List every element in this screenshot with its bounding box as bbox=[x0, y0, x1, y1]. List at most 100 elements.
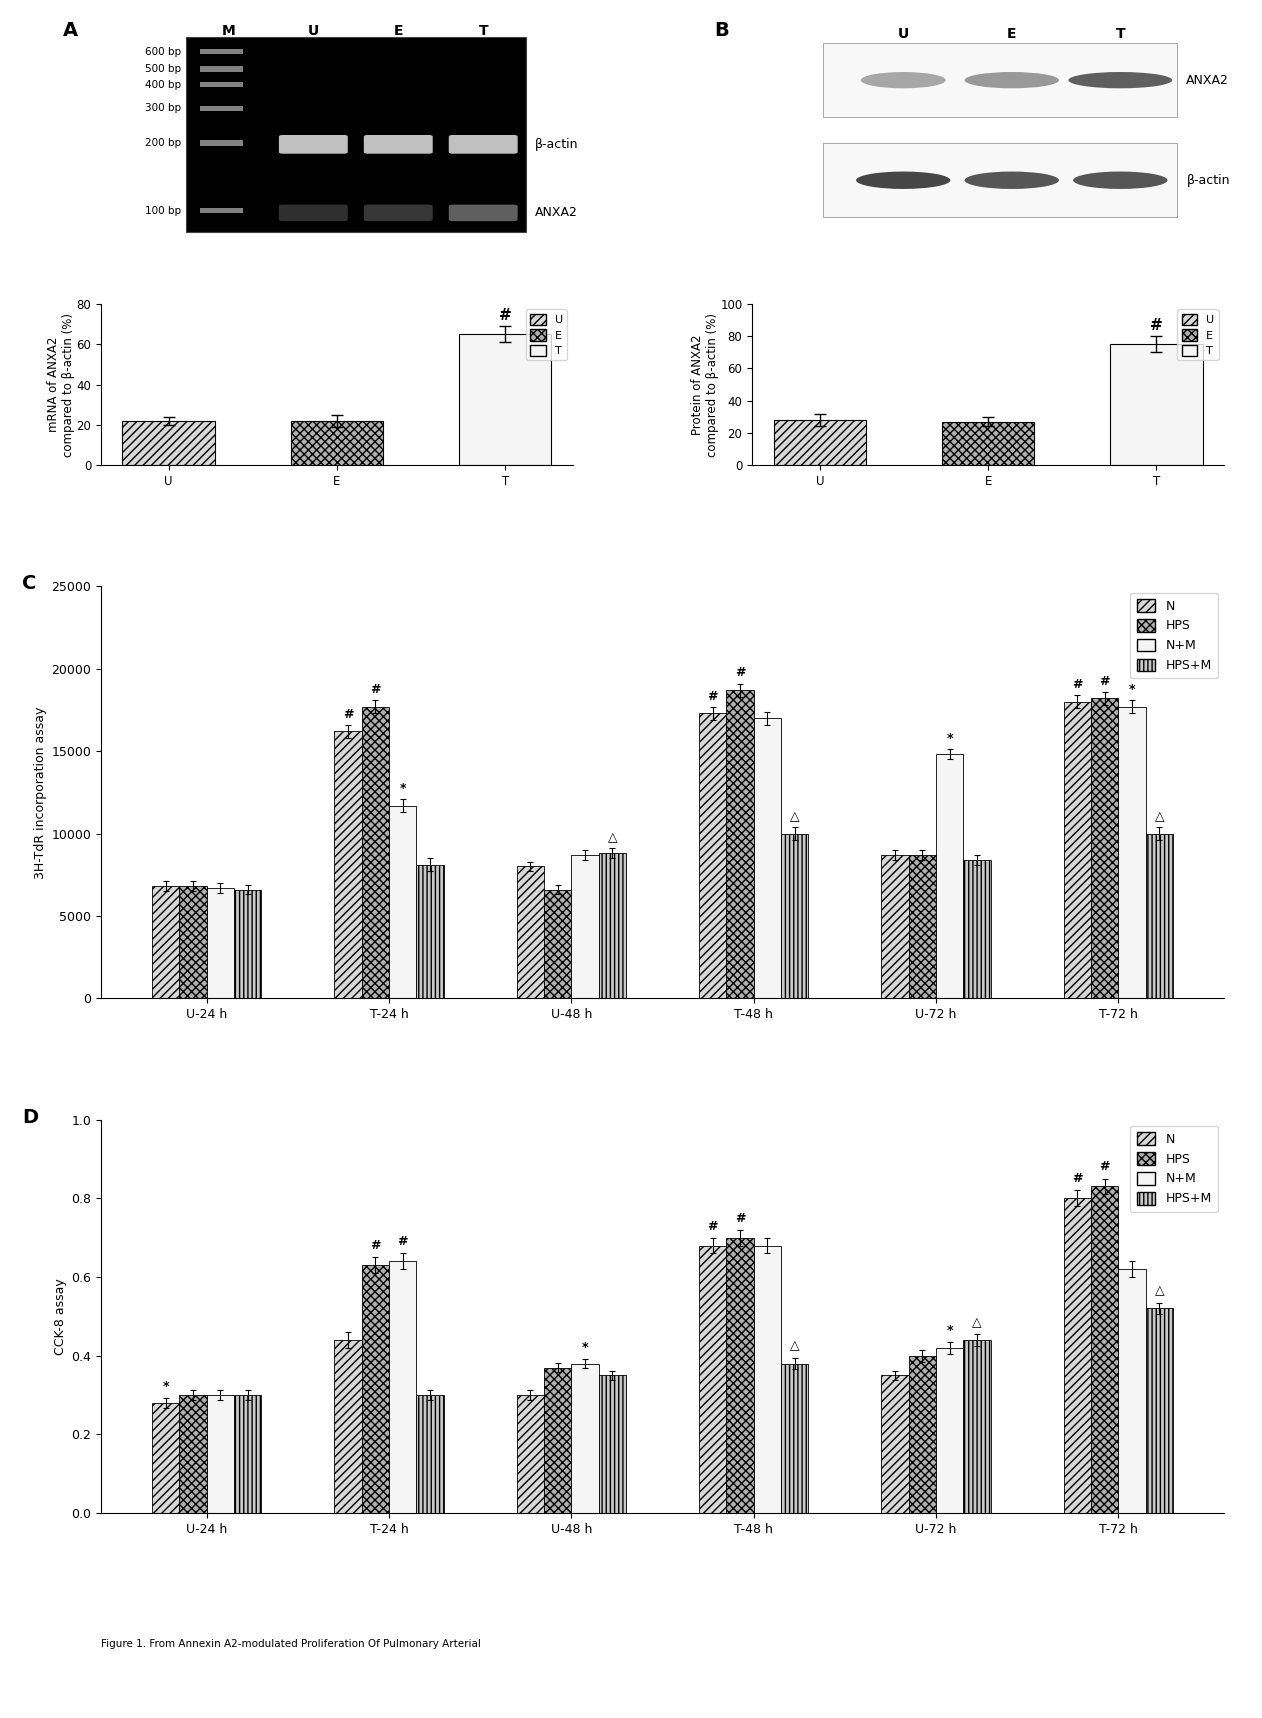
Text: ANXA2: ANXA2 bbox=[535, 206, 578, 220]
Text: #: # bbox=[343, 708, 353, 720]
Ellipse shape bbox=[964, 172, 1059, 189]
Legend: U, E, T: U, E, T bbox=[526, 309, 568, 361]
Text: #: # bbox=[398, 1235, 408, 1249]
Bar bbox=[389, 806, 416, 998]
Bar bbox=[207, 1395, 233, 1514]
Text: △: △ bbox=[1155, 809, 1165, 823]
FancyBboxPatch shape bbox=[279, 204, 348, 222]
Bar bbox=[881, 856, 909, 998]
Bar bbox=[362, 1264, 389, 1514]
Bar bbox=[201, 50, 242, 55]
Ellipse shape bbox=[861, 72, 945, 88]
Bar bbox=[233, 1395, 261, 1514]
Bar bbox=[179, 1395, 207, 1514]
Text: 500 bp: 500 bp bbox=[145, 64, 182, 74]
Text: 600 bp: 600 bp bbox=[145, 46, 182, 57]
Bar bbox=[572, 856, 598, 998]
Bar bbox=[1092, 699, 1118, 998]
Ellipse shape bbox=[1069, 72, 1172, 88]
Text: C: C bbox=[23, 574, 37, 593]
Text: 200 bp: 200 bp bbox=[145, 137, 182, 148]
Text: *: * bbox=[582, 1340, 588, 1354]
Text: A: A bbox=[63, 21, 78, 41]
Bar bbox=[881, 1376, 909, 1514]
Bar bbox=[201, 67, 242, 72]
Y-axis label: mRNA of ANXA2
compared to β-actin (%): mRNA of ANXA2 compared to β-actin (%) bbox=[47, 313, 74, 457]
Bar bbox=[389, 1261, 416, 1514]
Y-axis label: 3H-TdR incorporation assay: 3H-TdR incorporation assay bbox=[34, 706, 47, 878]
Text: E: E bbox=[394, 24, 403, 38]
Text: #: # bbox=[370, 1239, 381, 1252]
Bar bbox=[598, 1376, 626, 1514]
Bar bbox=[1146, 1309, 1174, 1514]
Bar bbox=[201, 105, 242, 112]
Bar bbox=[186, 36, 526, 232]
Text: T: T bbox=[478, 24, 488, 38]
Text: *: * bbox=[400, 782, 406, 795]
Bar bbox=[334, 1340, 362, 1514]
Bar bbox=[233, 890, 261, 998]
Ellipse shape bbox=[964, 72, 1059, 88]
FancyBboxPatch shape bbox=[449, 204, 517, 222]
Text: #: # bbox=[1099, 675, 1111, 687]
Text: β-actin: β-actin bbox=[1186, 174, 1230, 187]
Text: #: # bbox=[708, 689, 718, 703]
Text: △: △ bbox=[1155, 1285, 1165, 1297]
Bar bbox=[699, 713, 727, 998]
Bar bbox=[516, 1395, 544, 1514]
Bar bbox=[963, 1340, 991, 1514]
Bar bbox=[1092, 1187, 1118, 1514]
Text: *: * bbox=[1128, 684, 1136, 696]
Bar bbox=[1118, 1270, 1146, 1514]
Bar bbox=[334, 732, 362, 998]
Text: △: △ bbox=[790, 1340, 800, 1352]
Bar bbox=[753, 718, 781, 998]
Bar bbox=[201, 141, 242, 146]
Text: 300 bp: 300 bp bbox=[145, 103, 182, 113]
Text: U: U bbox=[897, 27, 909, 41]
Bar bbox=[727, 691, 753, 998]
Text: △: △ bbox=[607, 832, 617, 844]
Text: ANXA2: ANXA2 bbox=[1186, 74, 1229, 86]
Bar bbox=[151, 1404, 179, 1514]
Text: *: * bbox=[946, 1325, 953, 1337]
Bar bbox=[699, 1246, 727, 1514]
Legend: U, E, T: U, E, T bbox=[1177, 309, 1219, 361]
Text: △: △ bbox=[972, 1316, 982, 1330]
Bar bbox=[1064, 701, 1092, 998]
Bar bbox=[179, 886, 207, 998]
Text: *: * bbox=[946, 732, 953, 746]
Bar bbox=[207, 888, 233, 998]
Text: T: T bbox=[1116, 27, 1126, 41]
Bar bbox=[727, 1237, 753, 1514]
Bar bbox=[941, 421, 1035, 466]
Bar bbox=[1118, 706, 1146, 998]
Text: E: E bbox=[1007, 27, 1016, 41]
Bar bbox=[781, 1364, 809, 1514]
Bar bbox=[416, 1395, 444, 1514]
Text: #: # bbox=[1099, 1160, 1111, 1173]
Bar bbox=[1064, 1197, 1092, 1514]
Bar bbox=[362, 706, 389, 998]
Bar bbox=[290, 421, 384, 466]
Y-axis label: CCK-8 assay: CCK-8 assay bbox=[54, 1278, 67, 1356]
Text: #: # bbox=[734, 667, 746, 680]
Bar bbox=[823, 143, 1177, 216]
Bar bbox=[201, 208, 242, 213]
Ellipse shape bbox=[856, 172, 950, 189]
Bar bbox=[122, 421, 215, 466]
Bar bbox=[544, 1368, 572, 1514]
Text: 400 bp: 400 bp bbox=[145, 79, 182, 89]
Legend: N, HPS, N+M, HPS+M: N, HPS, N+M, HPS+M bbox=[1131, 1125, 1218, 1211]
Text: #: # bbox=[734, 1211, 746, 1225]
Bar bbox=[151, 886, 179, 998]
Bar bbox=[774, 419, 866, 466]
Bar bbox=[909, 1356, 936, 1514]
Y-axis label: Protein of ANXA2
compared to β-actin (%): Protein of ANXA2 compared to β-actin (%) bbox=[690, 313, 719, 457]
Text: B: B bbox=[714, 21, 729, 41]
Text: #: # bbox=[370, 684, 381, 696]
FancyBboxPatch shape bbox=[363, 136, 433, 153]
Bar bbox=[909, 856, 936, 998]
Bar bbox=[1146, 833, 1174, 998]
Bar bbox=[516, 866, 544, 998]
